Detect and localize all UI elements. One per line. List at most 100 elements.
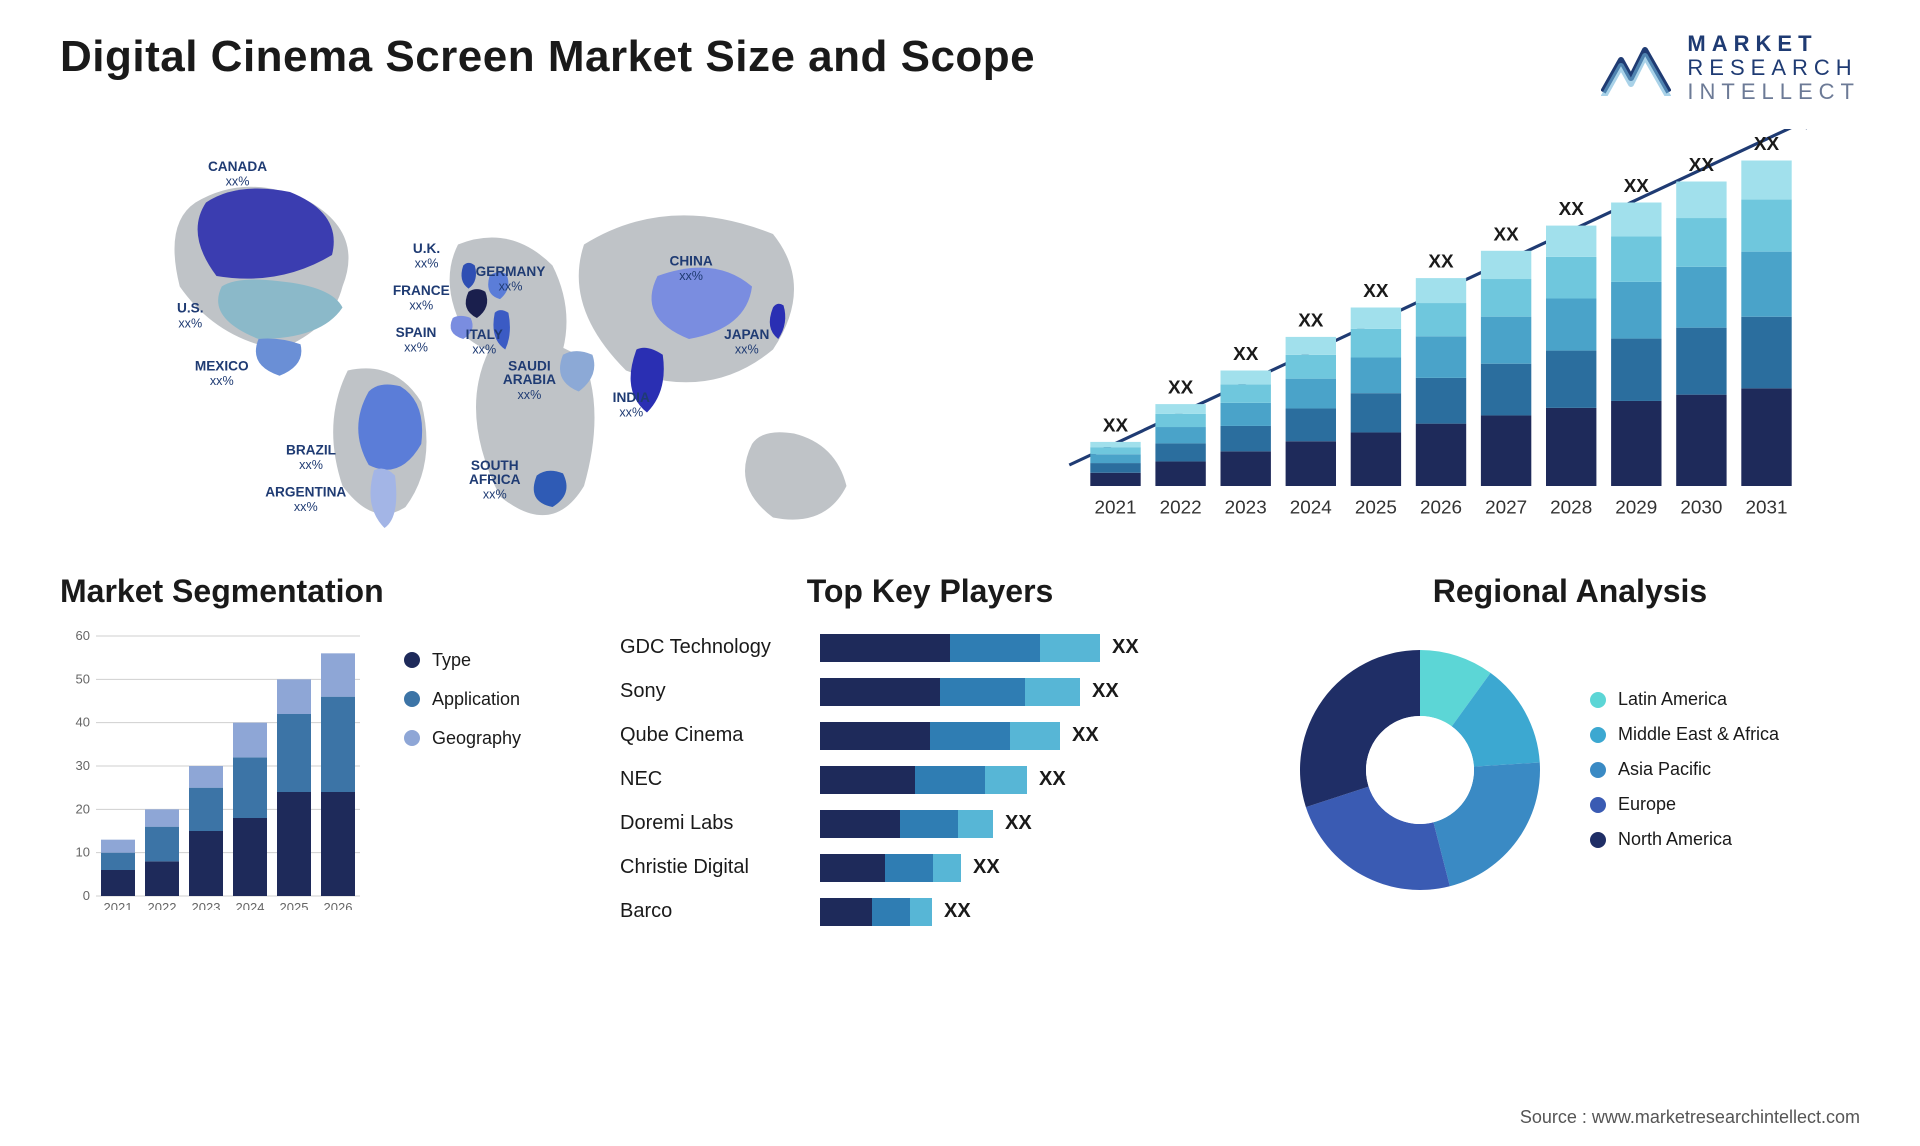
svg-text:40: 40 <box>76 714 90 729</box>
players-title: Top Key Players <box>620 573 1240 610</box>
svg-text:CANADA: CANADA <box>208 159 267 174</box>
brand-logo: MARKET RESEARCH INTELLECT <box>1601 32 1860 105</box>
legend-label: Europe <box>1618 794 1676 815</box>
segmentation-legend: TypeApplicationGeography <box>404 630 521 910</box>
legend-swatch <box>1590 797 1606 813</box>
player-name: Doremi Labs <box>620 812 820 835</box>
svg-text:FRANCE: FRANCE <box>393 282 450 297</box>
growth-chart: XX2021XX2022XX2023XX2024XX2025XX2026XX20… <box>980 129 1860 549</box>
svg-text:2022: 2022 <box>1160 497 1202 518</box>
svg-text:xx%: xx% <box>619 405 643 419</box>
page-title: Digital Cinema Screen Market Size and Sc… <box>60 32 1035 82</box>
svg-text:XX: XX <box>1689 155 1715 176</box>
player-value: XX <box>1112 636 1139 659</box>
legend-item: Application <box>404 689 521 710</box>
logo-icon <box>1601 40 1671 96</box>
player-value: XX <box>1005 812 1032 835</box>
svg-text:xx%: xx% <box>679 269 703 283</box>
svg-text:XX: XX <box>1103 415 1129 436</box>
legend-swatch <box>404 652 420 668</box>
svg-text:xx%: xx% <box>299 458 323 472</box>
svg-text:2022: 2022 <box>148 900 177 910</box>
svg-text:10: 10 <box>76 844 90 859</box>
svg-text:xx%: xx% <box>409 298 433 312</box>
player-name: NEC <box>620 768 820 791</box>
svg-text:U.S.: U.S. <box>177 300 204 315</box>
segmentation-panel: Market Segmentation 01020304050602021202… <box>60 573 580 930</box>
svg-text:xx%: xx% <box>404 340 428 354</box>
players-panel: Top Key Players GDC Technology XX SonyXX Qu… <box>620 573 1240 930</box>
player-name: Qube Cinema <box>620 724 820 747</box>
svg-text:2023: 2023 <box>192 900 221 910</box>
svg-text:2023: 2023 <box>1225 497 1267 518</box>
svg-text:xx%: xx% <box>415 256 439 270</box>
svg-text:U.K.: U.K. <box>413 240 440 255</box>
svg-text:xx%: xx% <box>499 279 523 293</box>
legend-item: North America <box>1590 829 1779 850</box>
svg-text:30: 30 <box>76 758 90 773</box>
regional-legend: Latin AmericaMiddle East & AfricaAsia Pa… <box>1590 689 1779 850</box>
player-row: Doremi Labs XX <box>620 806 1240 842</box>
svg-text:60: 60 <box>76 630 90 643</box>
svg-text:XX: XX <box>1624 176 1650 197</box>
player-name: GDC Technology <box>620 636 820 659</box>
svg-text:2028: 2028 <box>1550 497 1592 518</box>
player-bar <box>820 722 1060 750</box>
svg-text:2021: 2021 <box>104 900 133 910</box>
world-map-panel: CANADAxx%U.S.xx%MEXICOxx%BRAZILxx%ARGENT… <box>60 129 940 549</box>
player-value: XX <box>1039 768 1066 791</box>
segmentation-chart: 0102030405060202120222023202420252026 <box>60 630 380 910</box>
segmentation-title: Market Segmentation <box>60 573 580 610</box>
legend-swatch <box>1590 692 1606 708</box>
svg-text:xx%: xx% <box>518 387 542 401</box>
regional-title: Regional Analysis <box>1280 573 1860 610</box>
svg-text:2027: 2027 <box>1485 497 1527 518</box>
legend-item: Latin America <box>1590 689 1779 710</box>
svg-text:MEXICO: MEXICO <box>195 358 249 373</box>
player-value: XX <box>944 900 971 923</box>
svg-text:2026: 2026 <box>324 900 353 910</box>
player-bar <box>820 810 993 838</box>
player-name: Barco <box>620 900 820 923</box>
legend-swatch <box>404 691 420 707</box>
svg-text:xx%: xx% <box>294 500 318 514</box>
logo-line1: MARKET <box>1687 32 1860 56</box>
growth-chart-panel: XX2021XX2022XX2023XX2024XX2025XX2026XX20… <box>980 129 1860 549</box>
svg-text:XX: XX <box>1428 251 1454 272</box>
svg-text:2025: 2025 <box>280 900 309 910</box>
player-row: Barco XX <box>620 894 1240 930</box>
svg-text:xx%: xx% <box>483 487 507 501</box>
legend-label: Asia Pacific <box>1618 759 1711 780</box>
regional-panel: Regional Analysis Latin AmericaMiddle Ea… <box>1280 573 1860 930</box>
world-map: CANADAxx%U.S.xx%MEXICOxx%BRAZILxx%ARGENT… <box>60 129 940 549</box>
svg-text:JAPAN: JAPAN <box>724 327 769 342</box>
svg-text:CHINA: CHINA <box>669 253 712 268</box>
legend-item: Asia Pacific <box>1590 759 1779 780</box>
svg-text:2021: 2021 <box>1094 497 1136 518</box>
legend-label: Application <box>432 689 520 710</box>
svg-text:xx%: xx% <box>226 174 250 188</box>
svg-text:ITALY: ITALY <box>466 327 503 342</box>
player-row: NEC XX <box>620 762 1240 798</box>
svg-text:XX: XX <box>1298 310 1324 331</box>
player-bar <box>820 634 1100 662</box>
legend-label: North America <box>1618 829 1732 850</box>
regional-donut <box>1280 630 1560 910</box>
svg-text:ARABIA: ARABIA <box>503 372 556 387</box>
player-name: Christie Digital <box>620 856 820 879</box>
svg-text:XX: XX <box>1233 344 1259 365</box>
logo-line3: INTELLECT <box>1687 80 1860 104</box>
player-row: GDC Technology XX <box>620 630 1240 666</box>
svg-text:xx%: xx% <box>735 342 759 356</box>
logo-line2: RESEARCH <box>1687 56 1860 80</box>
legend-label: Geography <box>432 728 521 749</box>
player-bar <box>820 854 961 882</box>
svg-text:2031: 2031 <box>1745 497 1787 518</box>
legend-item: Europe <box>1590 794 1779 815</box>
legend-swatch <box>1590 727 1606 743</box>
svg-text:2024: 2024 <box>236 900 265 910</box>
svg-text:2025: 2025 <box>1355 497 1397 518</box>
player-row: Qube CinemaXX <box>620 718 1240 754</box>
svg-text:XX: XX <box>1559 199 1585 220</box>
player-row: SonyXX <box>620 674 1240 710</box>
